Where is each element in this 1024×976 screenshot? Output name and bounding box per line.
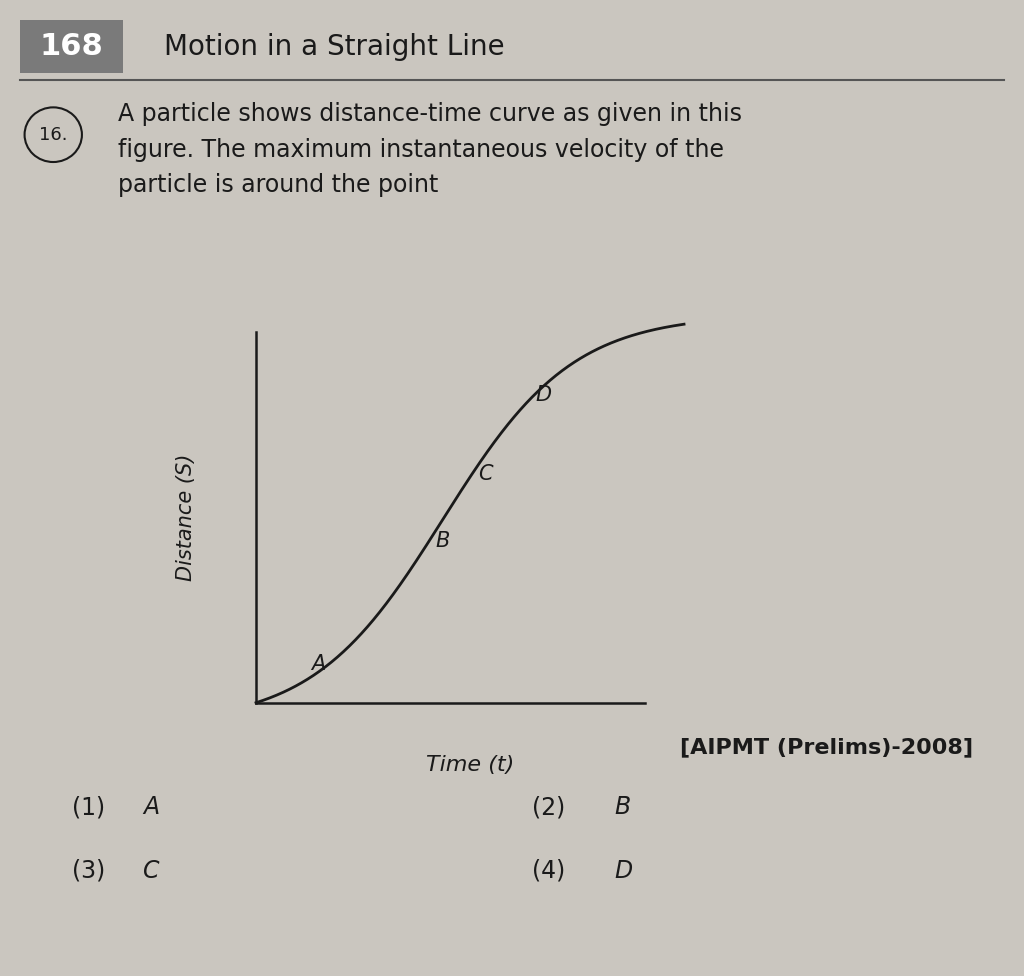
Text: C: C xyxy=(478,465,493,484)
Text: (4): (4) xyxy=(532,859,565,883)
Text: A: A xyxy=(143,795,160,820)
Text: Distance (S): Distance (S) xyxy=(176,454,196,581)
Text: Time (t): Time (t) xyxy=(426,754,514,775)
Text: (2): (2) xyxy=(532,795,565,820)
Text: Motion in a Straight Line: Motion in a Straight Line xyxy=(164,33,505,61)
Text: B: B xyxy=(435,531,450,551)
Text: A particle shows distance-time curve as given in this
figure. The maximum instan: A particle shows distance-time curve as … xyxy=(118,102,741,197)
Text: [AIPMT (Prelims)-2008]: [AIPMT (Prelims)-2008] xyxy=(680,737,973,756)
Text: B: B xyxy=(614,795,631,820)
Text: (1): (1) xyxy=(72,795,104,820)
Text: 168: 168 xyxy=(40,32,103,61)
Text: C: C xyxy=(143,859,160,883)
FancyBboxPatch shape xyxy=(20,20,123,73)
Text: 16.: 16. xyxy=(39,126,68,143)
Text: (3): (3) xyxy=(72,859,104,883)
Text: D: D xyxy=(614,859,633,883)
Text: D: D xyxy=(536,385,552,405)
Text: A: A xyxy=(311,654,326,674)
